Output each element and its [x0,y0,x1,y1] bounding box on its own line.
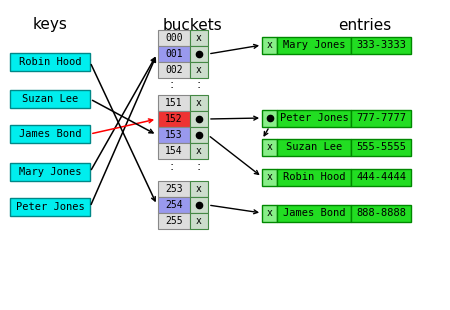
Bar [158,213,190,229]
Bar [351,169,411,185]
Bar [158,95,190,111]
Bar [10,163,90,181]
Bar [158,30,190,46]
Text: Mary Jones: Mary Jones [283,40,345,50]
Text: 254: 254 [165,200,183,210]
Text: entries: entries [338,17,392,33]
Text: Robin Hood: Robin Hood [19,57,81,67]
Bar [351,139,411,156]
Bar [158,127,190,143]
Text: :: : [170,78,174,91]
Bar [277,205,351,222]
Bar [158,197,190,213]
Bar [351,205,411,222]
Text: 151: 151 [165,98,183,108]
Bar [158,46,190,62]
Bar [10,125,90,143]
Text: :: : [197,160,201,172]
Text: 253: 253 [165,184,183,194]
Text: 444-4444: 444-4444 [356,172,406,182]
Text: James Bond: James Bond [19,129,81,139]
Text: 002: 002 [165,65,183,75]
Text: 154: 154 [165,146,183,156]
Bar [262,139,277,156]
Bar [10,198,90,216]
Text: Peter Jones: Peter Jones [16,202,85,212]
Bar [190,197,208,213]
Text: Mary Jones: Mary Jones [19,167,81,177]
Bar [262,205,277,222]
Text: Suzan Lee: Suzan Lee [286,142,342,152]
Text: 000: 000 [165,33,183,43]
Bar [190,213,208,229]
Bar [158,62,190,78]
Bar [190,62,208,78]
Text: x: x [266,40,272,50]
Bar [190,127,208,143]
Text: x: x [196,98,202,108]
Text: x: x [266,208,272,218]
Bar [262,109,277,126]
Bar [190,30,208,46]
Bar [190,143,208,159]
Bar [10,53,90,71]
Bar [190,46,208,62]
Text: Suzan Lee: Suzan Lee [22,94,78,104]
Bar [351,109,411,126]
Text: x: x [196,184,202,194]
Text: x: x [196,65,202,75]
Bar [277,139,351,156]
Text: 777-7777: 777-7777 [356,113,406,123]
Bar [277,37,351,54]
Bar [158,181,190,197]
Bar [190,181,208,197]
Text: 153: 153 [165,130,183,140]
Text: x: x [196,33,202,43]
Bar [262,169,277,185]
Text: x: x [266,172,272,182]
Bar [158,143,190,159]
Text: x: x [196,146,202,156]
Bar [190,111,208,127]
Bar [277,169,351,185]
Text: 333-3333: 333-3333 [356,40,406,50]
Bar [262,37,277,54]
Text: 255: 255 [165,216,183,226]
Bar [277,109,351,126]
Text: :: : [197,78,201,91]
Text: Robin Hood: Robin Hood [283,172,345,182]
Text: keys: keys [32,17,68,33]
Bar [351,37,411,54]
Text: 888-8888: 888-8888 [356,208,406,218]
Bar [10,90,90,108]
Text: 001: 001 [165,49,183,59]
Text: 555-5555: 555-5555 [356,142,406,152]
Text: :: : [170,160,174,172]
Text: buckets: buckets [162,17,222,33]
Bar [190,95,208,111]
Text: x: x [196,216,202,226]
Text: 152: 152 [165,114,183,124]
Text: x: x [266,142,272,152]
Text: James Bond: James Bond [283,208,345,218]
Text: Peter Jones: Peter Jones [279,113,348,123]
Bar [158,111,190,127]
